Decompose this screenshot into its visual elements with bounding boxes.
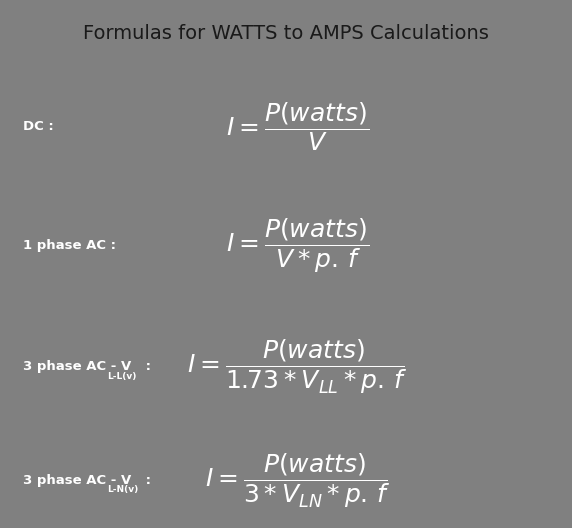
Text: $\mathit{I} = \dfrac{P(watts)}{V * p.\, f}$: $\mathit{I} = \dfrac{P(watts)}{V * p.\, … [226, 216, 369, 275]
Text: L-L(v): L-L(v) [108, 372, 137, 381]
Text: 3 phase AC - V: 3 phase AC - V [23, 361, 131, 373]
Text: $\mathit{I} = \dfrac{P(watts)}{V}$: $\mathit{I} = \dfrac{P(watts)}{V}$ [226, 100, 369, 153]
Text: $\mathit{I} = \dfrac{P(watts)}{1.73 * V_{LL} * p.\, f}$: $\mathit{I} = \dfrac{P(watts)}{1.73 * V_… [188, 337, 407, 397]
Text: L-N(v): L-N(v) [108, 485, 139, 495]
Text: :: : [141, 474, 150, 487]
Text: 3 phase AC - V: 3 phase AC - V [23, 474, 131, 487]
Text: $\mathit{I} = \dfrac{P(watts)}{3 * V_{LN} * p.\, f}$: $\mathit{I} = \dfrac{P(watts)}{3 * V_{LN… [205, 451, 390, 510]
Text: Formulas for WATTS to AMPS Calculations: Formulas for WATTS to AMPS Calculations [83, 24, 489, 43]
Text: 1 phase AC :: 1 phase AC : [23, 239, 116, 252]
Text: DC :: DC : [23, 120, 54, 133]
Text: :: : [141, 361, 150, 373]
